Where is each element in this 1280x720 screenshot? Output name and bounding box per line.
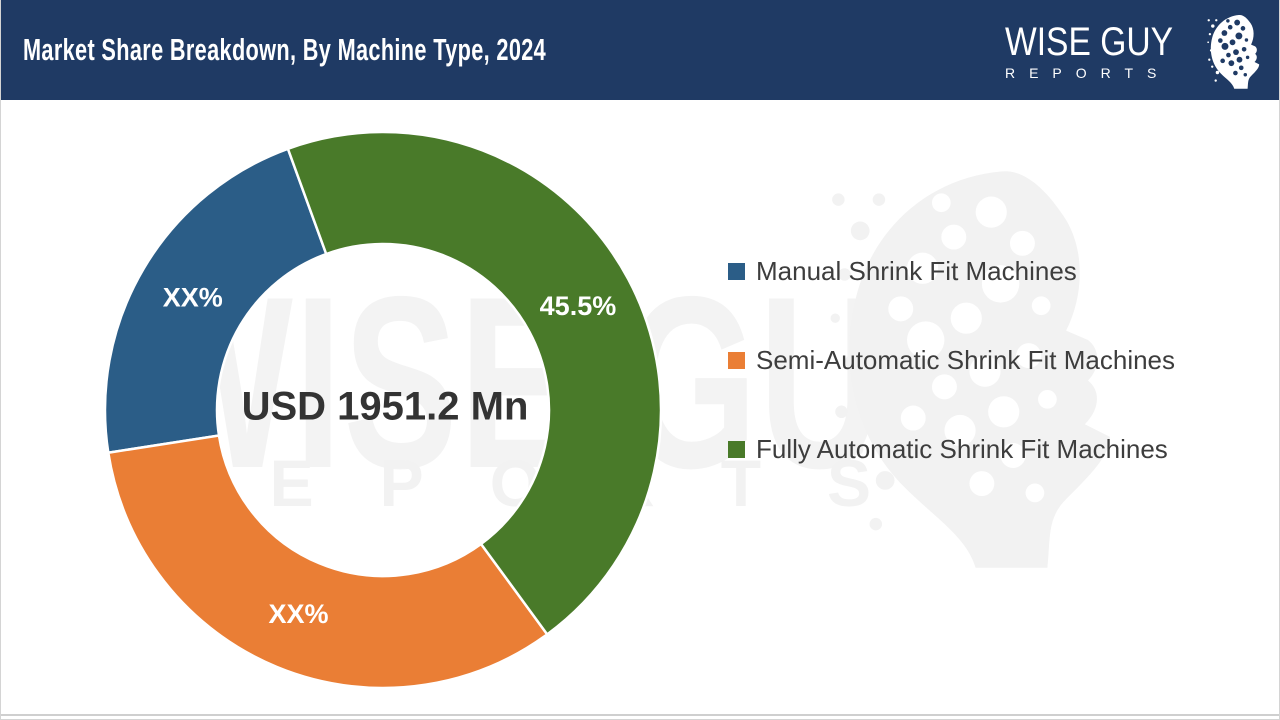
chart-legend: Manual Shrink Fit Machines Semi-Automati… [728, 256, 1175, 465]
wise-guy-logo: WISE GUY REPORTS [1005, 8, 1265, 94]
page-title: Market Share Breakdown, By Machine Type,… [23, 32, 547, 67]
logo-reports-label: REPORTS [1004, 64, 1171, 81]
legend-swatch-green-icon [728, 441, 745, 458]
wise-guy-logo-text: WISE GUY REPORTS [1005, 22, 1205, 81]
slice-percent-label: XX% [268, 599, 328, 629]
chart-center-value: USD 1951.2 Mn [241, 384, 529, 429]
legend-label: Fully Automatic Shrink Fit Machines [756, 434, 1168, 464]
slice-percent-label: XX% [163, 283, 223, 313]
legend-item-manual: Manual Shrink Fit Machines [728, 256, 1175, 287]
wise-guy-face-icon [1207, 14, 1260, 89]
header-bar: Market Share Breakdown, By Machine Type,… [1, 0, 1279, 100]
donut-slice [103, 147, 328, 455]
legend-item-fully-automatic: Fully Automatic Shrink Fit Machines [728, 434, 1175, 465]
logo-wiseguy-label: WISE GUY [1004, 19, 1173, 64]
legend-swatch-orange-icon [728, 352, 745, 369]
donut-slice [106, 434, 549, 690]
bottom-border [1, 714, 1279, 716]
legend-label: Semi-Automatic Shrink Fit Machines [756, 345, 1176, 375]
slice-percent-label: 45.5% [540, 291, 617, 321]
legend-item-semi-automatic: Semi-Automatic Shrink Fit Machines [728, 345, 1175, 376]
legend-swatch-blue-icon [728, 263, 745, 280]
donut-slice [286, 130, 663, 637]
donut-chart: XX% XX% 45.5% [103, 130, 663, 690]
legend-label: Manual Shrink Fit Machines [756, 256, 1077, 286]
